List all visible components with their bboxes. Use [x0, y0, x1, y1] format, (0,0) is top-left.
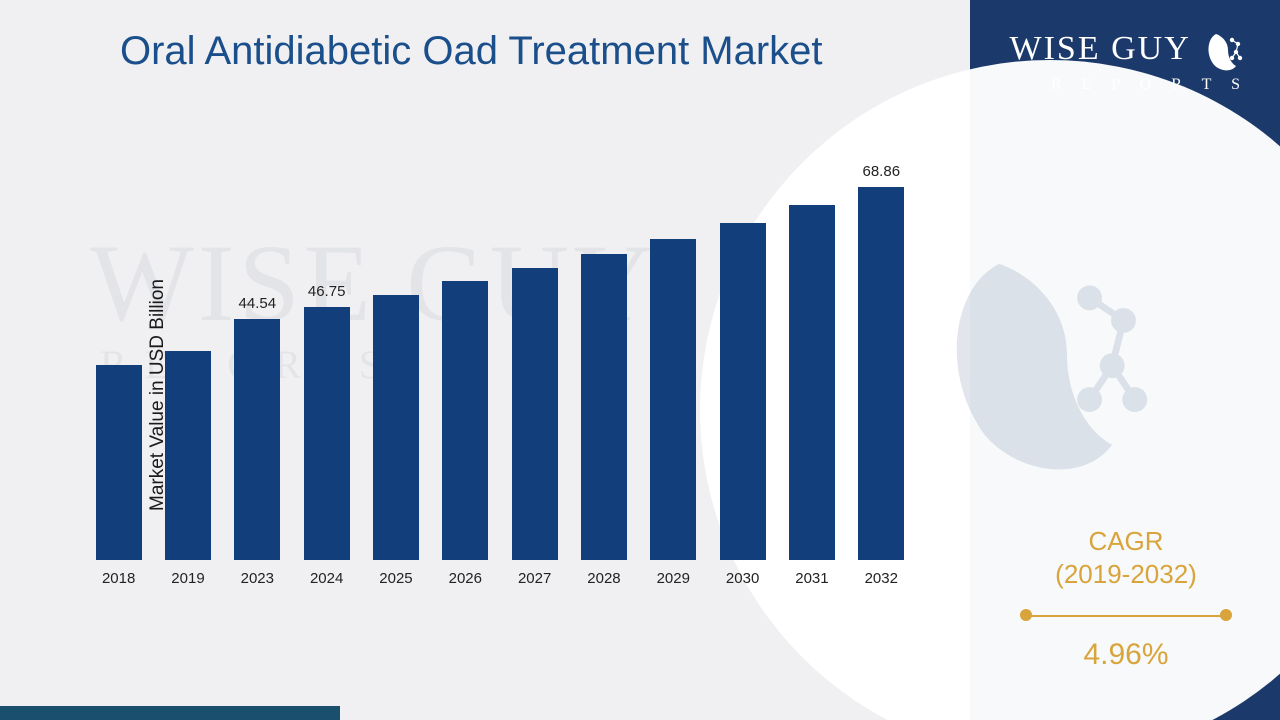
infographic-canvas: WISE GUY REPORTS Oral Antidiabetic Oad T…	[0, 0, 1280, 720]
plot-area: 44.5446.7568.86 201820192023202420252026…	[90, 170, 910, 590]
brand-line2: R E P O R T S	[1010, 76, 1249, 94]
bar	[234, 319, 280, 560]
bar	[96, 365, 142, 560]
bar	[512, 268, 558, 561]
bar-wrap	[649, 215, 698, 560]
x-tick-label: 2029	[649, 564, 698, 590]
bar-value-label: 44.54	[239, 295, 277, 313]
x-tick-label: 2025	[371, 564, 420, 590]
bar	[858, 187, 904, 560]
x-tick-label: 2023	[233, 564, 282, 590]
brand-line1: WISE GUY	[1010, 30, 1190, 67]
bar	[165, 351, 211, 560]
cagr-value: 4.96%	[1006, 638, 1246, 672]
x-tick-label: 2024	[302, 564, 351, 590]
brand-logo: WISE GUY R E P O R T S	[1010, 28, 1249, 94]
bar	[581, 254, 627, 560]
x-axis-labels: 2018 2019 2023 2024 2025 2026 2027 2028 2029 2030…	[90, 564, 910, 590]
dot-icon	[1220, 609, 1232, 621]
cagr-divider	[1026, 606, 1226, 624]
bar-wrap	[163, 327, 212, 560]
bottom-accent-strip	[0, 706, 340, 720]
x-tick-label: 2019	[163, 564, 212, 590]
bar-value-label: 68.86	[863, 163, 901, 181]
x-tick-label: 2018	[94, 564, 143, 590]
bar-wrap: 68.86	[857, 163, 906, 560]
bar-wrap	[510, 244, 559, 561]
bar-value-label: 46.75	[308, 283, 346, 301]
dot-icon	[1020, 609, 1032, 621]
x-tick-label: 2027	[510, 564, 559, 590]
bar-wrap	[371, 271, 420, 560]
bar	[789, 205, 835, 560]
x-tick-label: 2030	[718, 564, 767, 590]
x-tick-label: 2032	[857, 564, 906, 590]
cagr-box: CAGR (2019-2032) 4.96%	[1006, 525, 1246, 672]
chart-title: Oral Antidiabetic Oad Treatment Market	[120, 28, 823, 74]
bar	[304, 307, 350, 560]
bar-wrap: 46.75	[302, 283, 351, 560]
bar	[720, 223, 766, 560]
bar-wrap	[441, 257, 490, 560]
bar	[650, 239, 696, 560]
brain-head-icon	[1202, 28, 1248, 74]
bar-wrap	[718, 199, 767, 560]
x-tick-label: 2026	[441, 564, 490, 590]
bar-wrap	[94, 341, 143, 560]
x-tick-label: 2031	[787, 564, 836, 590]
bar-wrap	[787, 181, 836, 560]
bar-wrap: 44.54	[233, 295, 282, 560]
bar-chart: Market Value in USD Billion 44.5446.7568…	[90, 170, 910, 620]
x-tick-label: 2028	[579, 564, 628, 590]
bar	[442, 281, 488, 560]
bars-container: 44.5446.7568.86	[90, 170, 910, 560]
bar	[373, 295, 419, 560]
cagr-label: CAGR (2019-2032)	[1006, 525, 1246, 590]
bar-wrap	[579, 230, 628, 560]
